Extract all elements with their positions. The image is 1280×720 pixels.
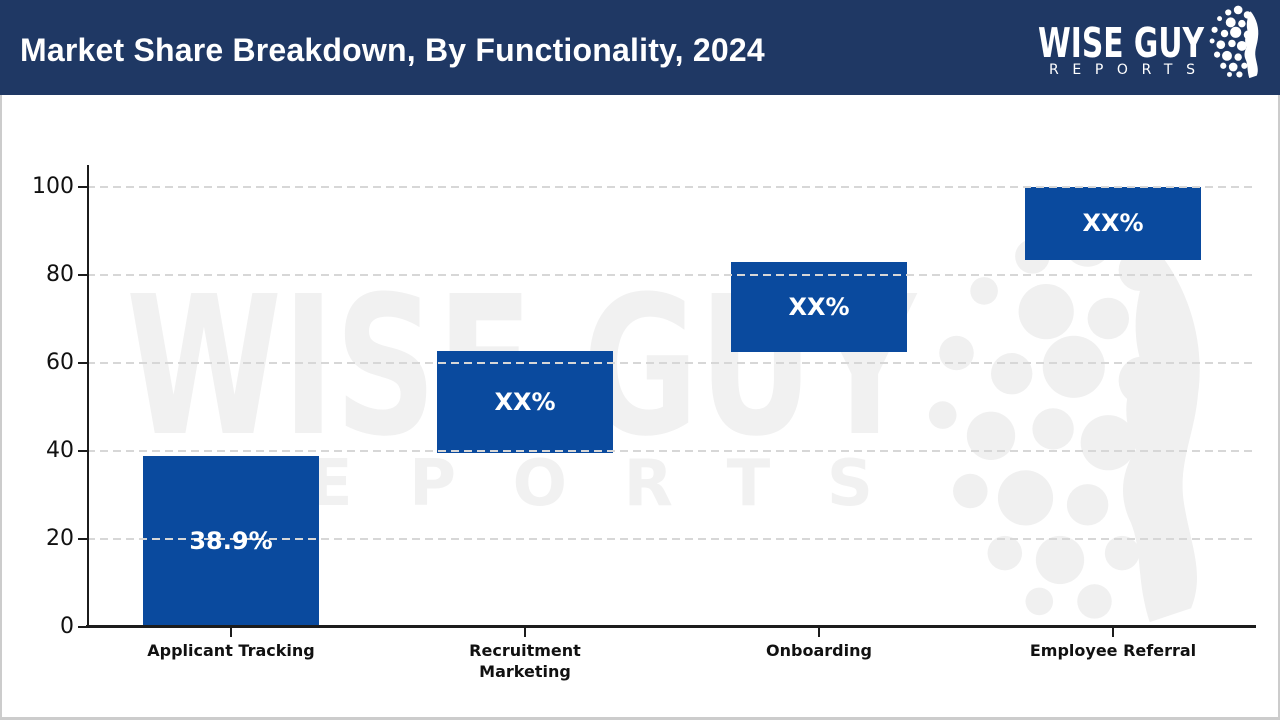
bar-value-label-applicant-tracking: 38.9%: [189, 527, 273, 556]
bar-employee-referral: [1025, 186, 1201, 261]
y-tick-mark-100: [78, 185, 87, 188]
x-label-line: Employee Referral: [1029, 641, 1197, 660]
y-tick-mark-60: [78, 361, 87, 364]
y-tick-label-80: 80: [46, 261, 74, 287]
x-tick-mark-recruitment-marketing: [524, 628, 526, 637]
dotted-head-icon: [1209, 5, 1259, 79]
gridline-100: [87, 185, 1256, 188]
y-tick-label-100: 100: [32, 173, 74, 199]
bar-onboarding: [731, 261, 907, 352]
x-label-applicant-tracking: Applicant Tracking: [81, 640, 381, 661]
x-axis: [86, 625, 1256, 628]
logo-wordmark: WISE GUY: [1038, 19, 1205, 67]
y-tick-label-20: 20: [46, 525, 74, 551]
gridline-60: [87, 361, 1256, 364]
x-label-recruitment-marketing: Recruitment Marketing: [375, 640, 675, 682]
x-label-employee-referral: Employee Referral: [963, 640, 1263, 661]
header: Market Share Breakdown, By Functionality…: [0, 0, 1280, 95]
gridline-80: [87, 273, 1256, 276]
y-tick-label-60: 60: [46, 349, 74, 375]
x-label-onboarding: Onboarding: [669, 640, 969, 661]
y-tick-mark-20: [78, 537, 87, 540]
wise-guy-logo: WISE GUY REPORTS: [1038, 5, 1259, 79]
x-label-line: Recruitment: [469, 641, 581, 660]
y-tick-mark-0: [78, 626, 87, 628]
bar-value-label-employee-referral: XX%: [1082, 209, 1144, 238]
y-axis: [87, 165, 89, 627]
bar-value-label-onboarding: XX%: [788, 292, 850, 321]
gridline-20: [87, 537, 1256, 540]
y-tick-label-0: 0: [60, 614, 74, 639]
bar-recruitment-marketing: [437, 350, 613, 453]
y-tick-mark-40: [78, 449, 87, 452]
x-tick-mark-employee-referral: [1112, 628, 1114, 637]
y-tick-mark-80: [78, 273, 87, 276]
y-tick-label-40: 40: [46, 437, 74, 463]
x-tick-mark-onboarding: [818, 628, 820, 637]
page-title: Market Share Breakdown, By Functionality…: [20, 32, 765, 68]
chart-area: WISE GUY REPORTS 02040608010038.9%XX%XX%…: [0, 95, 1280, 720]
x-label-line: Applicant Tracking: [147, 641, 315, 660]
x-label-line: Onboarding: [766, 641, 872, 660]
x-tick-mark-applicant-tracking: [230, 628, 232, 637]
x-label-line: Marketing: [479, 662, 571, 681]
watermark-head-icon: [928, 230, 1200, 623]
bar-value-label-recruitment-marketing: XX%: [494, 387, 556, 416]
bar-applicant-tracking: [143, 455, 319, 627]
gridline-40: [87, 449, 1256, 452]
